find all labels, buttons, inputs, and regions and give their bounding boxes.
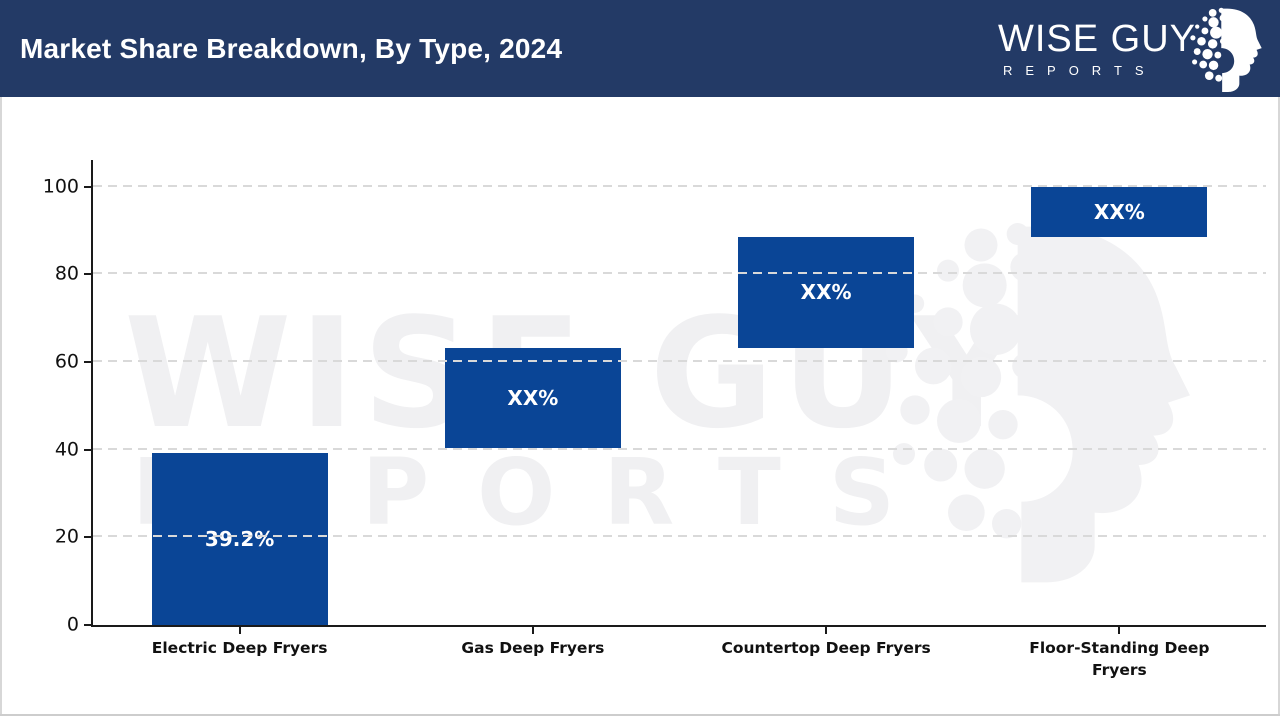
y-tick-0: [84, 624, 91, 626]
x-tick-2: [825, 627, 828, 634]
y-tick-80: [84, 273, 91, 276]
y-tick-label-20: 20: [54, 525, 79, 548]
bar-value-label-1: XX%: [507, 386, 559, 411]
y-tick-20: [84, 536, 91, 539]
x-category-label-3: Floor-Standing Deep Fryers: [1029, 639, 1210, 679]
gridline-60: [93, 360, 1266, 363]
x-tick-1: [531, 627, 534, 634]
x-category-label-2: Countertop Deep Fryers: [721, 639, 931, 657]
page-title: Market Share Breakdown, By Type, 2024: [20, 32, 563, 64]
plot-area: 0 20 40 60 80 100 39.2% Electric Deep Fryers XX%…: [43, 160, 1266, 679]
x-category-label-1: Gas Deep Fryers: [461, 639, 605, 657]
x-tick-3: [1118, 627, 1121, 634]
gridline-80: [93, 272, 1266, 275]
y-tick-label-0: 0: [66, 613, 79, 636]
brand-logo-text: WISE GUY REPORTS: [998, 20, 1196, 78]
bottom-divider: [0, 714, 1280, 716]
gridline-100: [93, 184, 1266, 187]
header: Market Share Breakdown, By Type, 2024 WI…: [0, 0, 1280, 97]
gridline-40: [93, 447, 1266, 450]
bar-2: XX%: [738, 236, 915, 349]
bar-0: 39.2%: [151, 453, 328, 625]
bar-1: XX%: [444, 348, 621, 449]
head-profile-icon: [1182, 6, 1264, 92]
y-tick-label-80: 80: [54, 262, 79, 285]
y-tick-label-100: 100: [42, 175, 79, 198]
watermark-head-profile: [860, 215, 1190, 587]
gridline-20: [93, 535, 1266, 538]
bar-value-label-3: XX%: [1093, 199, 1145, 224]
chart-canvas: WISE GUY REPORTS 0 20 40 60 80 100 39.2% Electr…: [0, 97, 1280, 716]
y-tick-100: [84, 185, 91, 188]
bar-3: XX%: [1031, 186, 1208, 237]
brand-name: WISE GUY: [997, 17, 1196, 60]
y-tick-40: [84, 448, 91, 451]
brand-logo: WISE GUY REPORTS: [998, 6, 1264, 92]
bar-value-label-2: XX%: [800, 280, 852, 305]
x-tick-0: [238, 627, 241, 634]
brand-subtitle: REPORTS: [1002, 62, 1157, 78]
x-category-label-0: Electric Deep Fryers: [151, 639, 328, 657]
y-tick-60: [84, 361, 91, 364]
y-tick-label-40: 40: [54, 438, 79, 461]
bar-value-label-0: 39.2%: [204, 527, 275, 552]
y-tick-label-60: 60: [54, 350, 79, 373]
